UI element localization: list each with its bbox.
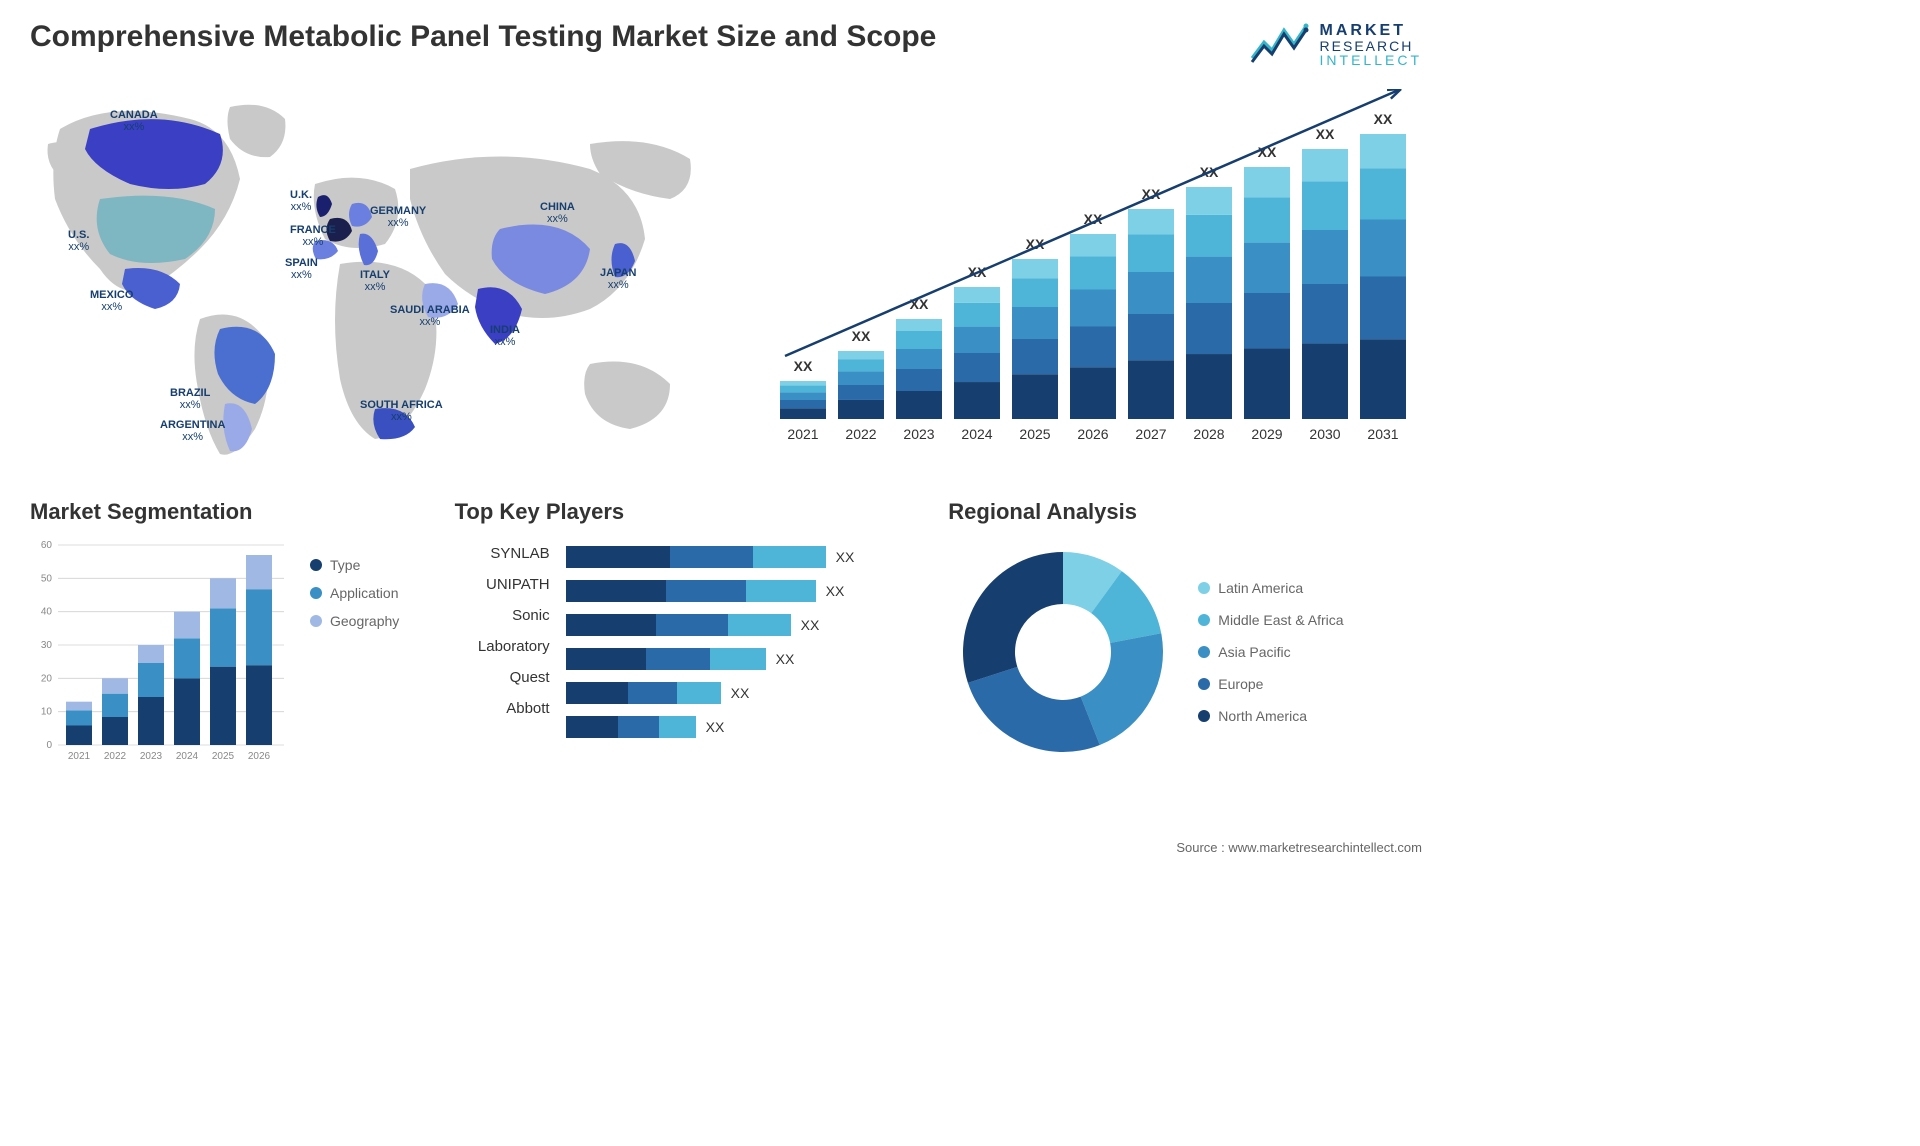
brand-logo: MARKET RESEARCH INTELLECT — [1250, 20, 1422, 69]
map-label-saudiarabia: SAUDI ARABIAxx% — [390, 304, 470, 328]
svg-text:40: 40 — [41, 607, 53, 618]
regional-chart: Latin America Middle East & Africa Asia Pa… — [948, 537, 1422, 767]
player-bar-row: XX — [566, 613, 855, 637]
svg-text:2021: 2021 — [68, 751, 91, 762]
seg-legend-item: Application — [310, 585, 399, 601]
player-label: Laboratory — [455, 638, 550, 655]
main-forecast-chart: XX2021XX2022XX2023XX2024XX2025XX2026XX20… — [750, 89, 1420, 459]
svg-text:2030: 2030 — [1309, 426, 1340, 442]
svg-text:2022: 2022 — [104, 751, 127, 762]
regional-title: Regional Analysis — [948, 499, 1422, 525]
map-label-france: FRANCExx% — [290, 224, 336, 248]
seg-legend-item: Geography — [310, 613, 399, 629]
svg-text:50: 50 — [41, 573, 53, 584]
segmentation-legend: Type Application Geography — [310, 537, 399, 767]
regional-legend: Latin America Middle East & Africa Asia Pa… — [1198, 580, 1343, 724]
svg-text:2021: 2021 — [787, 426, 818, 442]
player-label: Sonic — [455, 607, 550, 624]
svg-text:2029: 2029 — [1251, 426, 1282, 442]
regional-legend-item: Europe — [1198, 676, 1343, 692]
map-label-canada: CANADAxx% — [110, 109, 158, 133]
svg-text:2023: 2023 — [140, 751, 163, 762]
logo-text-3: INTELLECT — [1320, 53, 1422, 67]
map-label-uk: U.K.xx% — [290, 189, 312, 213]
svg-text:2023: 2023 — [903, 426, 934, 442]
svg-text:2026: 2026 — [1077, 426, 1108, 442]
segmentation-title: Market Segmentation — [30, 499, 435, 525]
svg-text:20: 20 — [41, 673, 53, 684]
svg-text:2022: 2022 — [845, 426, 876, 442]
map-label-india: INDIAxx% — [490, 324, 520, 348]
svg-text:XX: XX — [794, 358, 813, 374]
svg-text:2025: 2025 — [1019, 426, 1050, 442]
page-title: Comprehensive Metabolic Panel Testing Ma… — [30, 20, 936, 54]
map-label-germany: GERMANYxx% — [370, 205, 426, 229]
logo-text-2: RESEARCH — [1320, 39, 1422, 53]
svg-text:30: 30 — [41, 640, 53, 651]
svg-text:2024: 2024 — [176, 751, 199, 762]
map-label-mexico: MEXICOxx% — [90, 289, 133, 313]
svg-text:0: 0 — [46, 740, 52, 751]
main-chart-svg: XX2021XX2022XX2023XX2024XX2025XX2026XX20… — [750, 89, 1420, 459]
map-label-brazil: BRAZILxx% — [170, 387, 210, 411]
regional-legend-item: North America — [1198, 708, 1343, 724]
regional-legend-item: Latin America — [1198, 580, 1343, 596]
svg-text:XX: XX — [1316, 126, 1335, 142]
player-bar-row: XX — [566, 681, 855, 705]
svg-text:XX: XX — [852, 328, 871, 344]
player-bar-row: XX — [566, 647, 855, 671]
player-label: Quest — [455, 669, 550, 686]
svg-text:XX: XX — [1374, 111, 1393, 127]
player-label: Abbott — [455, 700, 550, 717]
map-label-southafrica: SOUTH AFRICAxx% — [360, 399, 443, 423]
logo-text-1: MARKET — [1320, 23, 1422, 39]
source-attribution: Source : www.marketresearchintellect.com — [1176, 840, 1422, 855]
map-label-spain: SPAINxx% — [285, 257, 318, 281]
player-bar-row: XX — [566, 715, 855, 739]
map-label-japan: JAPANxx% — [600, 267, 636, 291]
regional-legend-item: Middle East & Africa — [1198, 612, 1343, 628]
segmentation-chart: 0 10 20 30 40 50 60 2021 2022 2023 2024 2025 2026 Ty… — [30, 537, 435, 767]
logo-icon — [1250, 20, 1310, 69]
seg-legend-item: Type — [310, 557, 399, 573]
svg-text:2024: 2024 — [961, 426, 992, 442]
player-label: SYNLAB — [455, 545, 550, 562]
player-bar-row: XX — [566, 545, 855, 569]
key-players-chart: SYNLABUNIPATHSonicLaboratoryQuestAbbott … — [455, 537, 929, 739]
key-players-title: Top Key Players — [455, 499, 929, 525]
map-label-china: CHINAxx% — [540, 201, 575, 225]
svg-text:60: 60 — [41, 540, 53, 551]
svg-text:2026: 2026 — [248, 751, 271, 762]
world-map: CANADAxx% U.S.xx% MEXICOxx% BRAZILxx% ARGENT… — [30, 89, 710, 469]
map-label-italy: ITALYxx% — [360, 269, 390, 293]
svg-text:2025: 2025 — [212, 751, 235, 762]
svg-text:2028: 2028 — [1193, 426, 1224, 442]
player-bar-row: XX — [566, 579, 855, 603]
player-label: UNIPATH — [455, 576, 550, 593]
svg-text:2027: 2027 — [1135, 426, 1166, 442]
svg-text:10: 10 — [41, 707, 53, 718]
regional-legend-item: Asia Pacific — [1198, 644, 1343, 660]
svg-text:2031: 2031 — [1367, 426, 1398, 442]
map-label-argentina: ARGENTINAxx% — [160, 419, 225, 443]
map-label-us: U.S.xx% — [68, 229, 89, 253]
